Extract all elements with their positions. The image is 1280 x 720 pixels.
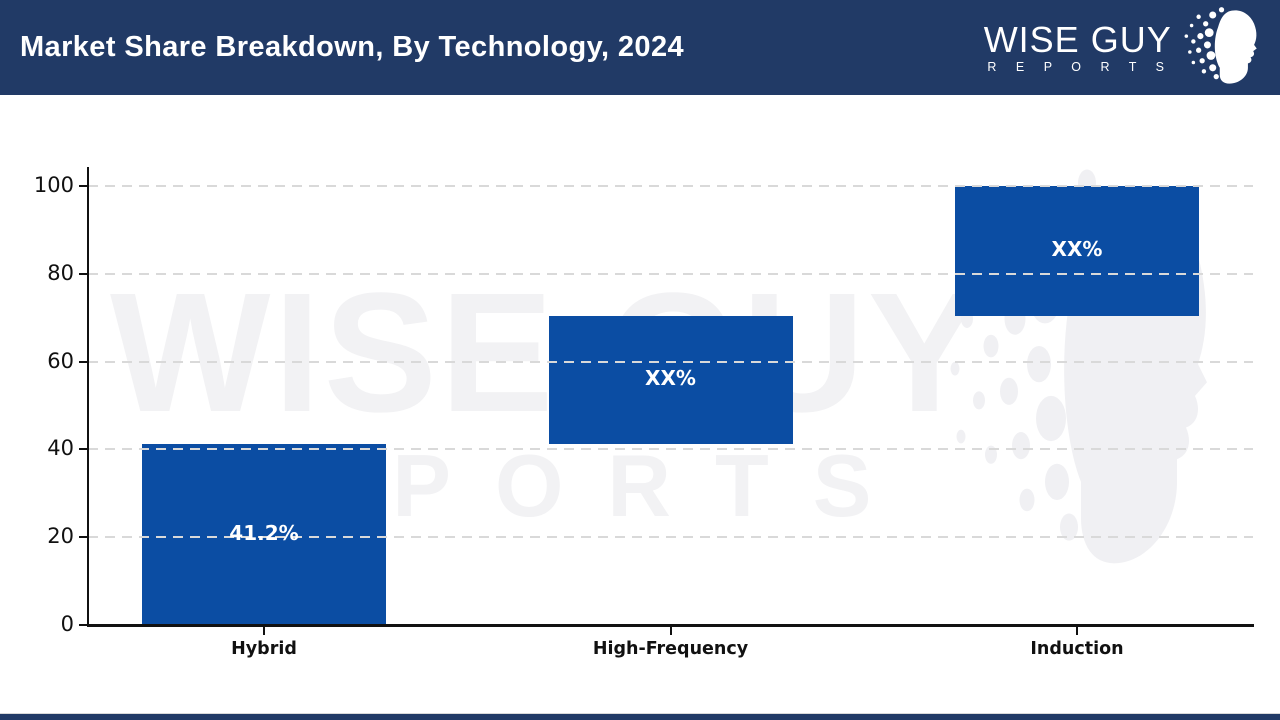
x-axis-line xyxy=(87,624,1254,627)
header-banner: Market Share Breakdown, By Technology, 2… xyxy=(0,0,1280,95)
logo-head-icon xyxy=(1184,6,1257,84)
gridline-80 xyxy=(88,272,1253,275)
y-tick-label: 100 xyxy=(33,173,74,197)
y-tick xyxy=(79,624,88,626)
y-tick xyxy=(79,448,88,451)
gridline-40 xyxy=(88,448,1253,451)
x-tick xyxy=(263,627,265,635)
x-tick xyxy=(1076,627,1078,635)
y-tick-label: 80 xyxy=(47,260,74,285)
bar-high-frequency xyxy=(548,315,793,445)
y-tick-label: 60 xyxy=(47,348,74,373)
logo-text: WISE GUY R E P O R T S xyxy=(983,18,1172,74)
chart-title: Market Share Breakdown, By Technology, 2… xyxy=(20,31,685,63)
x-tick-label: Induction xyxy=(1030,639,1124,659)
gridline-60 xyxy=(88,360,1253,363)
y-tick xyxy=(79,272,88,275)
y-tick-label: 20 xyxy=(47,524,74,549)
bar-value-label: XX% xyxy=(1051,236,1103,261)
watermark-text: WISE GUY xyxy=(110,258,985,448)
y-tick xyxy=(79,360,88,363)
logo-subtext: R E P O R T S xyxy=(987,59,1172,74)
logo-wordmark: WISE GUY xyxy=(983,18,1172,60)
x-tick-label: High-Frequency xyxy=(592,639,749,659)
y-axis-line xyxy=(87,167,89,625)
y-tick xyxy=(79,185,88,187)
y-tick xyxy=(79,536,88,539)
y-tick-label: 40 xyxy=(47,436,74,461)
footer-bar xyxy=(0,714,1280,720)
gridline-100 xyxy=(88,185,1253,187)
x-tick xyxy=(669,627,672,635)
gridline-20 xyxy=(88,536,1253,539)
bar-value-label: 41.2% xyxy=(229,520,299,545)
bar-value-label: XX% xyxy=(645,366,696,391)
x-tick-label: Hybrid xyxy=(231,639,297,659)
bar-induction xyxy=(955,186,1199,316)
y-tick-label: 0 xyxy=(60,612,74,636)
footer-divider xyxy=(0,713,1280,714)
wise-guy-reports-logo: WISE GUY R E P O R T S xyxy=(983,6,1262,90)
bar-hybrid xyxy=(142,444,386,625)
